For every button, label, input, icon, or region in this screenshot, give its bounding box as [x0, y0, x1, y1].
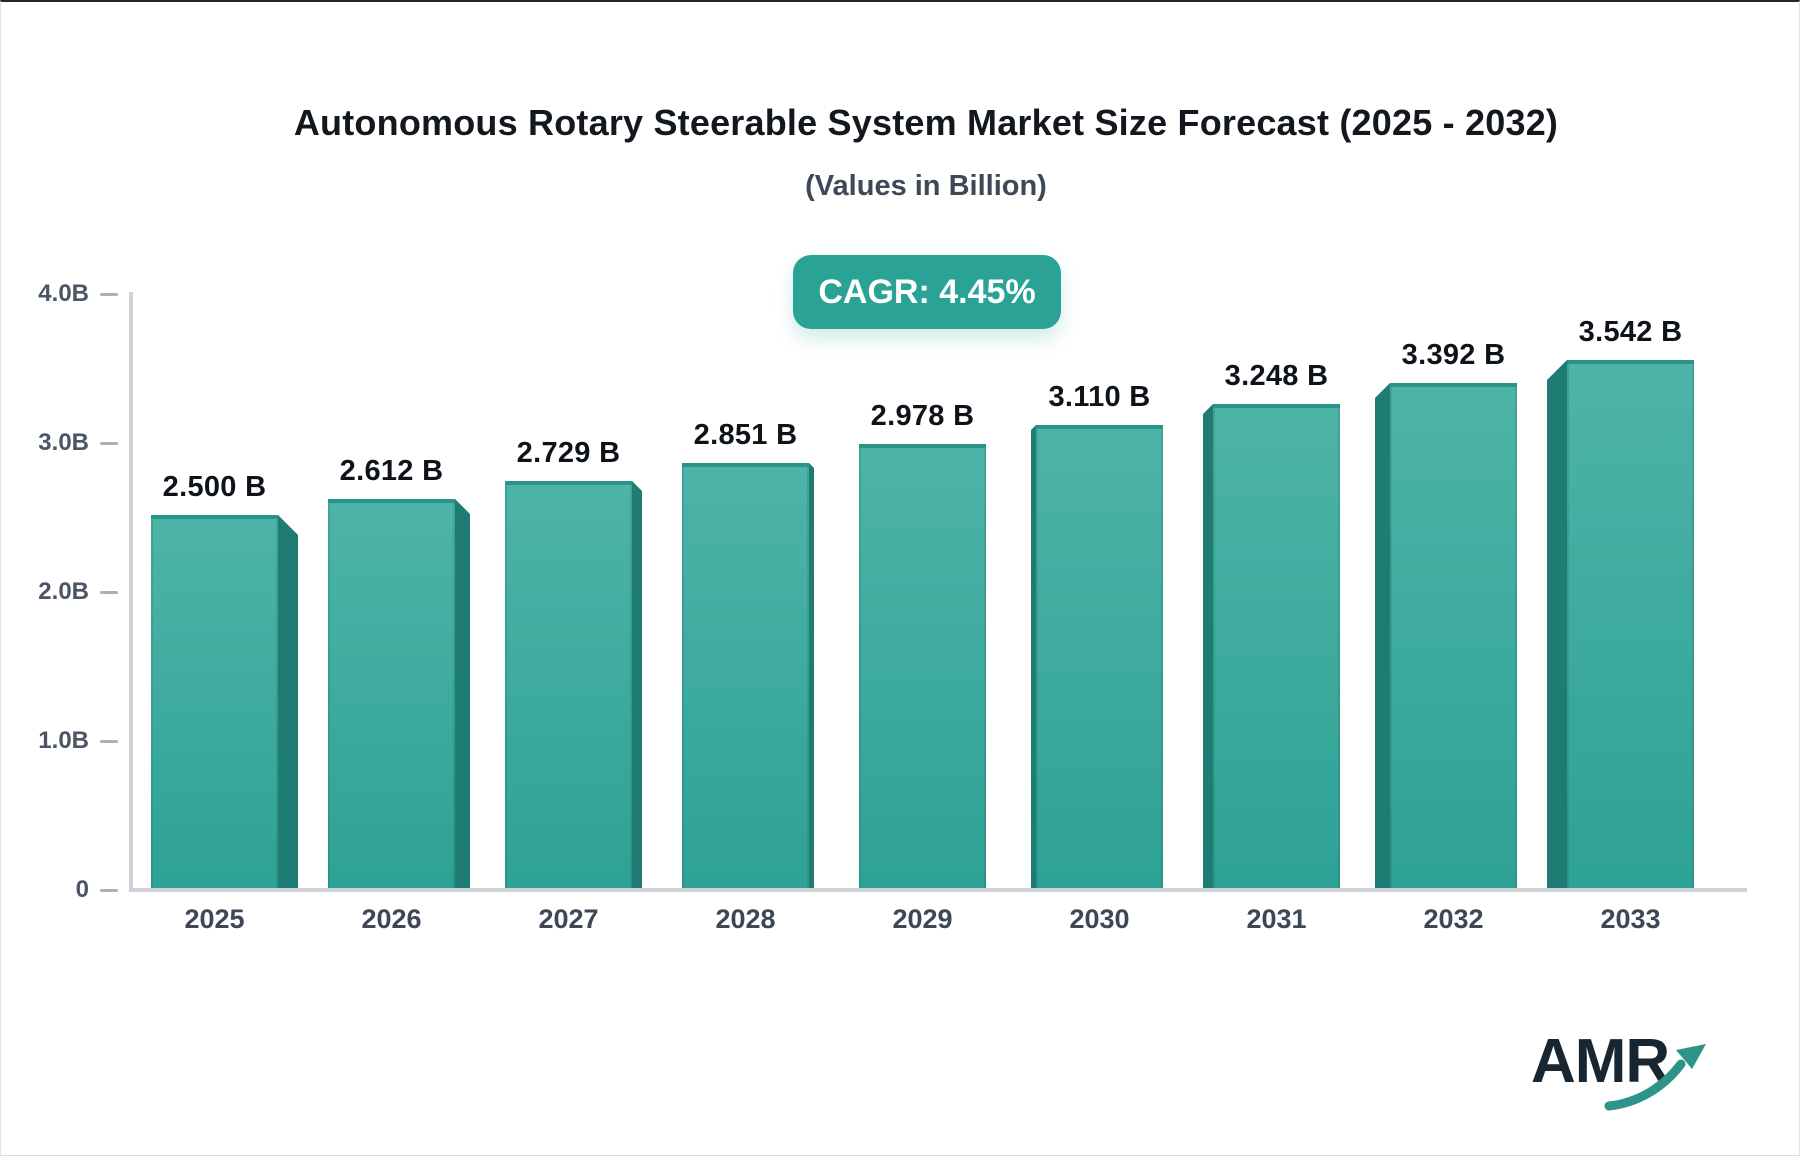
x-axis [129, 888, 1747, 892]
amr-logo: AMR [1531, 1027, 1731, 1122]
cagr-badge: CAGR: 4.45% [793, 255, 1061, 329]
bar-side-3d [809, 463, 814, 888]
bar-2031 [1213, 404, 1340, 888]
x-tick-label: 2032 [1423, 904, 1484, 934]
bar-value-label: 2.978 B [870, 400, 975, 432]
bar-2029 [859, 444, 986, 888]
bar-value-label: 3.392 B [1401, 339, 1506, 371]
x-tick-label: 2025 [184, 904, 245, 934]
y-tick-mark [100, 441, 118, 445]
y-axis [129, 292, 133, 890]
bar-value-label: 3.542 B [1578, 316, 1683, 348]
bar-2026 [328, 499, 455, 888]
y-tick-mark [100, 590, 118, 594]
bar-side-3d [1547, 360, 1567, 888]
y-tick-label: 3.0B [38, 429, 89, 456]
bar-value-label: 2.612 B [339, 455, 444, 487]
y-tick-mark [100, 888, 118, 892]
x-tick-label: 2028 [715, 904, 776, 934]
y-tick-mark [100, 739, 118, 743]
x-tick-label: 2029 [892, 904, 953, 934]
amr-logo-arrow-icon [1604, 1044, 1706, 1111]
y-tick-label: 4.0B [38, 280, 89, 307]
cagr-badge-label: CAGR: 4.45% [818, 272, 1036, 311]
bar-value-label: 2.729 B [516, 437, 621, 469]
bar-side-3d [1203, 404, 1213, 888]
y-tick-label: 0 [75, 876, 89, 903]
bar-2032 [1390, 383, 1517, 888]
bar-value-label: 3.248 B [1224, 360, 1329, 392]
y-tick-mark [100, 292, 118, 296]
bar-2028 [682, 463, 809, 888]
bar-2030 [1036, 425, 1163, 888]
amr-logo-text: AMR [1531, 1027, 1670, 1096]
bar-2025 [151, 515, 278, 888]
x-tick-label: 2033 [1600, 904, 1661, 934]
bar-side-3d [278, 515, 298, 888]
x-tick-label: 2027 [538, 904, 599, 934]
bar-2027 [505, 481, 632, 888]
chart-subtitle: (Values in Billion) [805, 170, 1047, 202]
bar-2033 [1567, 360, 1694, 888]
y-tick-label: 2.0B [38, 578, 89, 605]
x-tick-label: 2030 [1069, 904, 1130, 934]
bar-side-3d [1375, 383, 1390, 888]
bar-side-3d [455, 499, 470, 888]
bar-value-label: 2.851 B [693, 419, 798, 451]
x-tick-label: 2026 [361, 904, 422, 934]
bar-side-3d [632, 481, 642, 888]
bar-value-label: 3.110 B [1048, 381, 1151, 413]
y-tick-label: 1.0B [38, 727, 89, 754]
bar-side-3d [1031, 425, 1036, 888]
chart-title: Autonomous Rotary Steerable System Marke… [293, 102, 1559, 143]
x-tick-label: 2031 [1246, 904, 1307, 934]
bar-value-label: 2.500 B [162, 471, 267, 503]
